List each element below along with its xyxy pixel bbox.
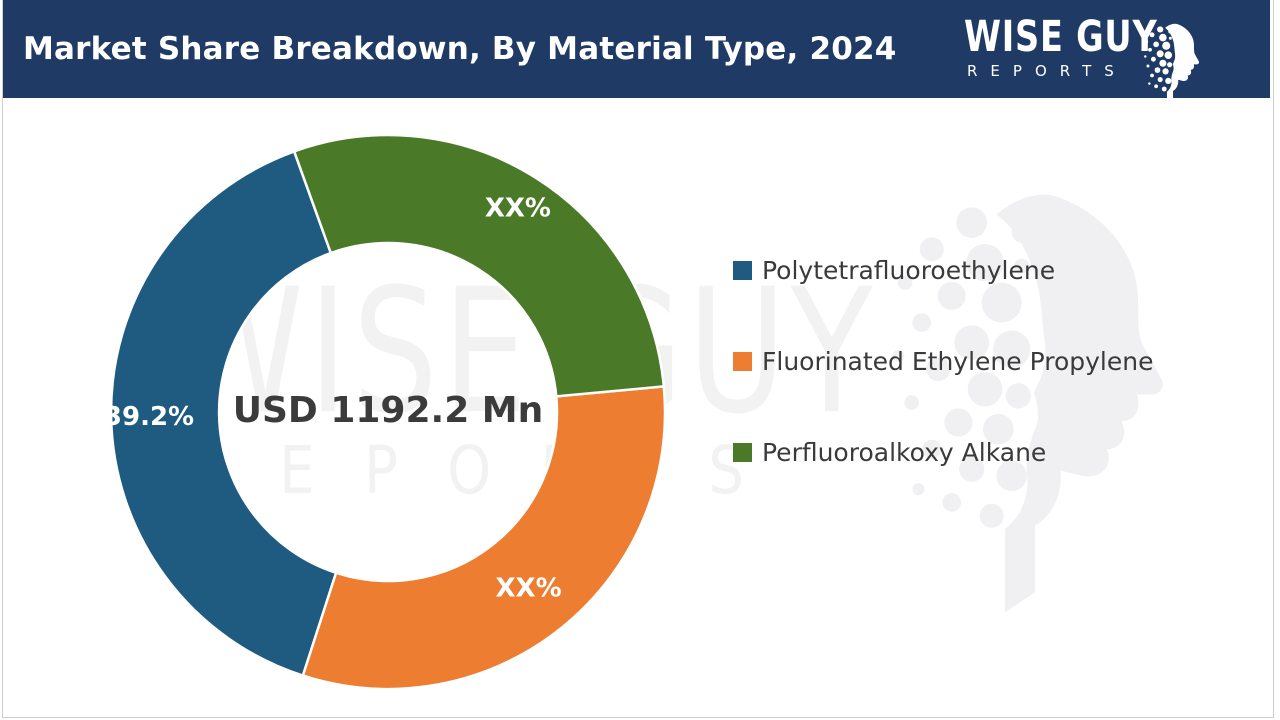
donut-slice xyxy=(292,133,666,398)
slice-label: 39.2% xyxy=(108,402,194,432)
wise-guy-face-icon xyxy=(1144,23,1200,109)
brand-reports-text: REPORTS xyxy=(967,62,1127,80)
slice-label: XX% xyxy=(496,574,562,604)
header-bar: Market Share Breakdown, By Material Type… xyxy=(3,0,1270,109)
donut-slice xyxy=(301,385,667,691)
legend-label: Polytetrafluoroethylene xyxy=(762,255,1056,285)
brand-logo: WISE GUY REPORTS xyxy=(964,12,1204,109)
legend: Polytetrafluoroethylene Fluorinated Ethy… xyxy=(733,252,1153,525)
legend-swatch-icon xyxy=(733,260,752,280)
legend-item: Polytetrafluoroethylene xyxy=(733,252,1153,288)
page-title: Market Share Breakdown, By Material Type… xyxy=(23,31,897,67)
donut-chart: 39.2% XX% XX% xyxy=(108,133,667,691)
legend-swatch-icon xyxy=(733,442,752,462)
brand-wordmark: WISE GUY xyxy=(964,12,1158,62)
legend-item: Fluorinated Ethylene Propylene xyxy=(733,343,1153,379)
legend-swatch-icon xyxy=(733,351,752,371)
legend-label: Perfluoroalkoxy Alkane xyxy=(762,437,1047,467)
legend-label: Fluorinated Ethylene Propylene xyxy=(762,346,1154,376)
slice-label: XX% xyxy=(485,194,551,224)
donut-slice xyxy=(109,150,338,677)
legend-item: Perfluoroalkoxy Alkane xyxy=(733,434,1153,470)
center-value-label: USD 1192.2 Mn xyxy=(232,390,544,431)
